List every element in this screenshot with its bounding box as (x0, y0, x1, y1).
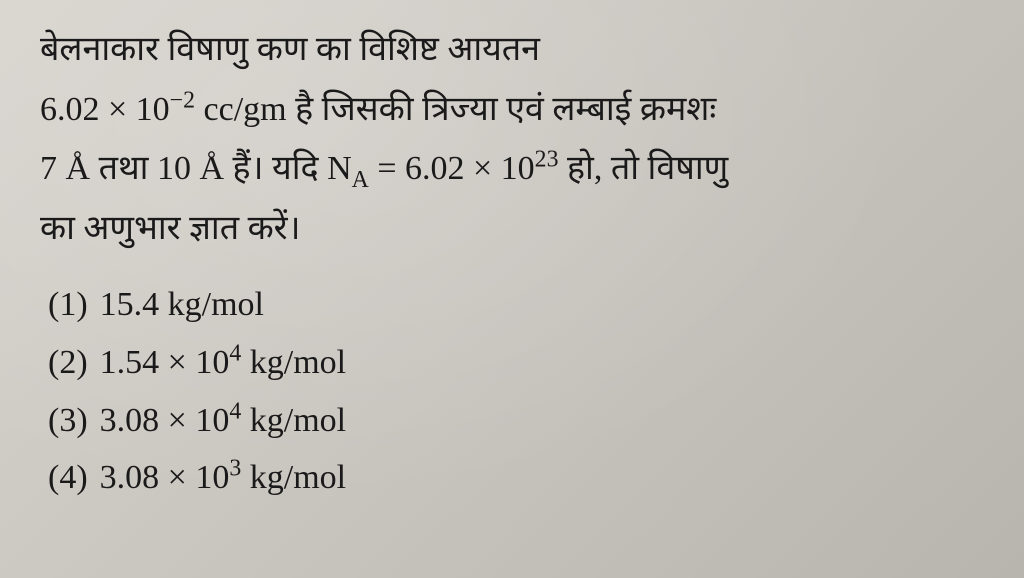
equals-text: = 6.02 × 10 (369, 150, 535, 187)
and-word: तथा (90, 150, 157, 187)
option-4: (4) 3.08 × 103 kg/mol (48, 449, 984, 507)
option-2-number: (2) (48, 344, 88, 381)
specific-volume-unit: cc/gm (195, 91, 287, 128)
specific-volume-exponent: −2 (170, 87, 195, 113)
option-3-prefix: 3.08 × 10 (100, 402, 230, 439)
question-text: बेलनाकार विषाणु कण का विशिष्ट आयतन 6.02 … (40, 20, 984, 258)
question-line1: बेलनाकार विषाणु कण का विशिष्ट आयतन (40, 31, 540, 68)
option-3-exponent: 4 (229, 398, 241, 424)
question-line3-part3: हो, तो विषाणु (558, 150, 728, 187)
question-line4: का अणुभार ज्ञात करें। (40, 210, 300, 247)
question-line2-part2: है जिसकी त्रिज्या एवं लम्बाई क्रमशः (287, 91, 717, 128)
length-value: 10 Å (157, 150, 224, 187)
radius-value: 7 Å (40, 150, 90, 187)
option-4-number: (4) (48, 459, 88, 496)
option-2-exponent: 4 (229, 340, 241, 366)
option-2-prefix: 1.54 × 10 (100, 344, 230, 381)
option-2: (2) 1.54 × 104 kg/mol (48, 334, 984, 392)
avogadro-exponent: 23 (535, 147, 559, 173)
option-2-suffix: kg/mol (241, 344, 346, 381)
question-line3-part2: हैं। यदि N (224, 150, 352, 187)
option-4-exponent: 3 (229, 456, 241, 482)
specific-volume-value: 6.02 × 10 (40, 91, 170, 128)
option-1-number: (1) (48, 286, 88, 323)
options-list: (1)15.4 kg/mol (2)1.54 × 104 kg/mol (3)3… (40, 276, 984, 507)
option-3-suffix: kg/mol (241, 402, 346, 439)
question-block: बेलनाकार विषाणु कण का विशिष्ट आयतन 6.02 … (40, 20, 984, 507)
option-3: (3) 3.08 × 104 kg/mol (48, 392, 984, 450)
avogadro-subscript: A (352, 167, 369, 193)
option-3-number: (3) (48, 402, 88, 439)
option-4-prefix: 3.08 × 10 (100, 459, 230, 496)
option-1: (1) 15.4 kg/mol (48, 276, 984, 334)
option-4-suffix: kg/mol (241, 459, 346, 496)
option-1-value: 15.4 kg/mol (100, 286, 264, 323)
